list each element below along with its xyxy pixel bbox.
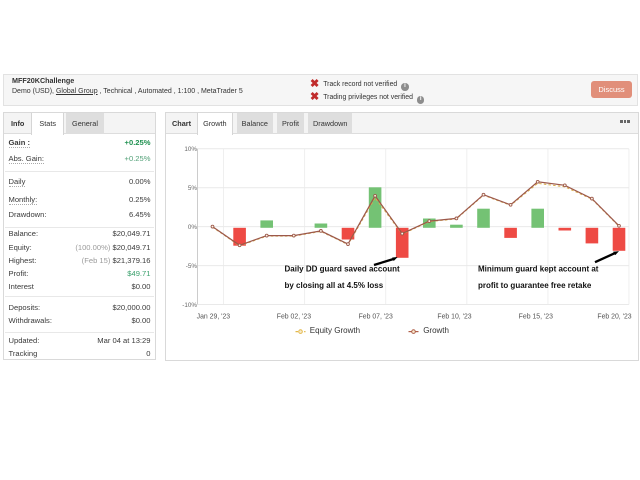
svg-text:5%: 5% <box>188 185 198 192</box>
svg-text:Equity Growth: Equity Growth <box>310 326 360 335</box>
svg-text:Feb 15, '23: Feb 15, '23 <box>519 314 553 321</box>
svg-text:Jan 29, '23: Jan 29, '23 <box>197 314 231 321</box>
svg-text:0%: 0% <box>188 224 198 231</box>
svg-text:-5%: -5% <box>186 263 198 270</box>
svg-text:profit to guarantee free retak: profit to guarantee free retake <box>478 281 592 290</box>
svg-text:Minimum guard kept account at: Minimum guard kept account at <box>478 265 599 274</box>
svg-text:by closing all at 4.5% loss: by closing all at 4.5% loss <box>285 281 384 290</box>
svg-text:10%: 10% <box>184 146 197 153</box>
svg-text:Feb 20, '23: Feb 20, '23 <box>597 314 631 321</box>
svg-text:-10%: -10% <box>182 302 197 309</box>
svg-text:Feb 10, '23: Feb 10, '23 <box>437 314 471 321</box>
svg-text:Feb 02, '23: Feb 02, '23 <box>277 314 311 321</box>
svg-text:Daily DD guard saved account: Daily DD guard saved account <box>285 265 400 274</box>
svg-text:Growth: Growth <box>423 326 449 335</box>
svg-text:Feb 07, '23: Feb 07, '23 <box>359 314 393 321</box>
